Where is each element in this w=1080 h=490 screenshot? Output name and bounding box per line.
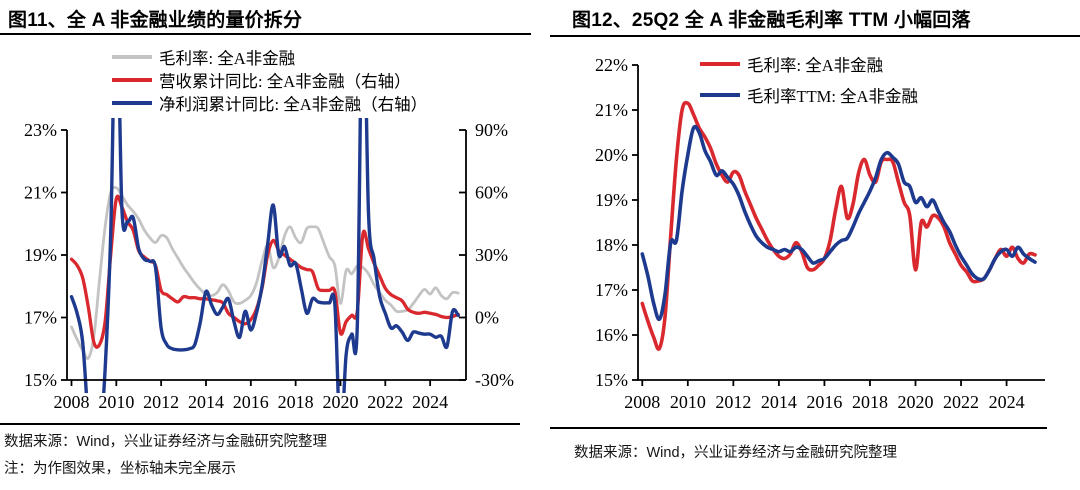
gross-margin-line-swatch bbox=[112, 54, 152, 59]
y-axis-tick-label: 0% bbox=[475, 308, 499, 328]
y-axis-tick-label: 15% bbox=[24, 370, 57, 390]
y-axis-tick-label: 30% bbox=[475, 245, 508, 265]
legend-label: 毛利率: 全A非金融 bbox=[159, 48, 296, 68]
figure11-title: 图11、全 A 非金融业绩的量价拆分 bbox=[8, 10, 303, 31]
figure12-footer-rule bbox=[550, 427, 1047, 429]
x-axis-tick-label: 2020 bbox=[322, 392, 358, 412]
figure12-title-rule bbox=[550, 35, 1080, 37]
y-axis-left: 22% 21% 20% 19% 18% 17% 16% 15% bbox=[595, 55, 639, 390]
y-axis-tick-label: 16% bbox=[595, 325, 628, 345]
y-axis-tick-label: 20% bbox=[595, 145, 628, 165]
y-axis-tick-label: -30% bbox=[475, 370, 514, 390]
y-axis-tick-label: 15% bbox=[595, 370, 628, 390]
gross-margin-line-swatch bbox=[700, 61, 740, 66]
legend-label: 毛利率TTM: 全A非金融 bbox=[747, 86, 918, 106]
y-axis-tick-label: 18% bbox=[595, 235, 628, 255]
figure11-chart-canvas: 23%21%19%17%15%90%60%30%0%-30%2008 2010 20… bbox=[24, 118, 514, 412]
figure12-title: 图12、25Q2 全 A 非金融毛利率 TTM 小幅回落 bbox=[572, 10, 971, 31]
x-axis-tick-label: 2010 bbox=[670, 392, 706, 412]
y-axis-tick-label: 21% bbox=[595, 100, 628, 120]
revenue-yoy-line-swatch bbox=[112, 77, 152, 82]
figure11-note: 注：为作图效果，坐标轴未完全展示 bbox=[4, 461, 236, 477]
plot-series bbox=[69, 118, 460, 393]
legend-label: 毛利率: 全A非金融 bbox=[747, 55, 884, 75]
x-axis-tick-label: 2016 bbox=[233, 392, 269, 412]
figure11-legend: 毛利率: 全A非金融 营收累计同比: 全A非金融（右轴） 净利润累计同比: 全A… bbox=[112, 45, 427, 114]
net-profit-yoy-line-swatch bbox=[112, 100, 152, 105]
x-axis-tick-label: 2022 bbox=[367, 392, 403, 412]
x-axis: 2008 2010 2012 2014 2016 2018 2020 2022 2024 bbox=[624, 379, 1045, 412]
series-line-2 bbox=[69, 118, 460, 393]
legend-label: 净利润累计同比: 全A非金融（右轴） bbox=[159, 94, 428, 114]
y-axis-tick-label: 19% bbox=[24, 245, 57, 265]
legend-item: 毛利率: 全A非金融 bbox=[112, 45, 427, 68]
figure12-chart-canvas: 22% 21% 20% 19% 18% 17% 16% 15%2008 2010 2012 2014… bbox=[595, 55, 1045, 412]
legend-label: 营收累计同比: 全A非金融（右轴） bbox=[159, 71, 411, 91]
x-axis-tick-label: 2010 bbox=[98, 392, 134, 412]
x-axis-tick-label: 2008 bbox=[624, 392, 660, 412]
x-axis-tick-label: 2016 bbox=[806, 392, 842, 412]
x-axis-tick-label: 2008 bbox=[53, 392, 89, 412]
legend-item: 毛利率TTM: 全A非金融 bbox=[700, 82, 918, 107]
x-axis-tick-label: 2014 bbox=[761, 392, 797, 412]
x-axis-tick-label: 2012 bbox=[715, 392, 751, 412]
y-axis-tick-label: 22% bbox=[595, 55, 628, 75]
y-axis-tick-label: 17% bbox=[595, 280, 628, 300]
legend-item: 营收累计同比: 全A非金融（右轴） bbox=[112, 68, 427, 91]
y-axis-tick-label: 23% bbox=[24, 120, 57, 140]
figure12-source: 数据来源：Wind，兴业证券经济与金融研究院整理 bbox=[574, 445, 898, 461]
gross-margin-ttm-line-swatch bbox=[700, 92, 740, 97]
figure12-legend: 毛利率: 全A非金融 毛利率TTM: 全A非金融 bbox=[700, 51, 918, 107]
figure11-source: 数据来源：Wind，兴业证券经济与金融研究院整理 bbox=[4, 434, 328, 450]
plot-series bbox=[640, 100, 1037, 351]
y-axis-right: 90% 60% 30% 0% -30% bbox=[459, 120, 514, 390]
x-axis-tick-label: 2012 bbox=[143, 392, 179, 412]
legend-item: 净利润累计同比: 全A非金融（右轴） bbox=[112, 91, 427, 114]
x-axis-tick-label: 2022 bbox=[943, 392, 979, 412]
figure11-title-rule bbox=[0, 33, 531, 35]
series-line-0 bbox=[640, 100, 1037, 351]
series-line-1 bbox=[640, 124, 1037, 322]
y-axis-tick-label: 19% bbox=[595, 190, 628, 210]
x-axis-tick-label: 2020 bbox=[897, 392, 933, 412]
x-axis-tick-label: 2024 bbox=[989, 392, 1025, 412]
x-axis-tick-label: 2018 bbox=[852, 392, 888, 412]
x-axis: 2008 2010 2012 2014 2016 2018 2020 2022 2024 bbox=[53, 379, 466, 412]
y-axis-tick-label: 17% bbox=[24, 308, 57, 328]
y-axis-tick-label: 60% bbox=[475, 183, 508, 203]
y-axis-tick-label: 21% bbox=[24, 183, 57, 203]
y-axis-tick-label: 90% bbox=[475, 120, 508, 140]
y-axis-left: 23% 21% 19% 17% 15% bbox=[24, 120, 68, 390]
figure11-footer-rule bbox=[0, 423, 520, 425]
series-line-0 bbox=[70, 185, 460, 360]
x-axis-tick-label: 2024 bbox=[412, 392, 448, 412]
x-axis-tick-label: 2014 bbox=[188, 392, 224, 412]
legend-item: 毛利率: 全A非金融 bbox=[700, 51, 918, 76]
x-axis-tick-label: 2018 bbox=[278, 392, 314, 412]
